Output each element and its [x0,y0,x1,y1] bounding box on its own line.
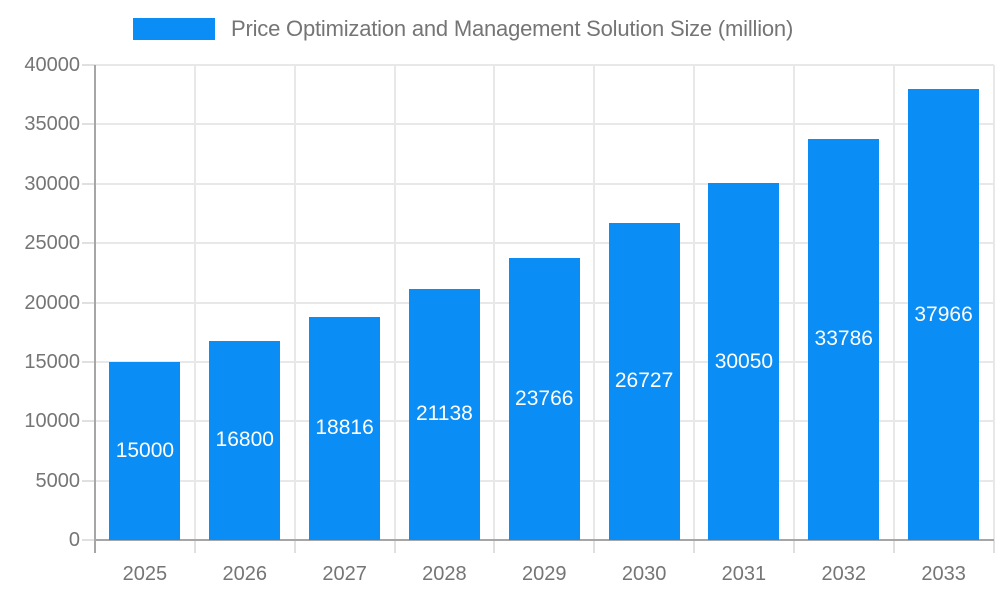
bar[interactable] [209,340,281,540]
v-gridline [992,65,995,540]
y-axis-line [94,65,96,553]
x-tick [493,540,496,553]
x-tick-label: 2027 [322,563,367,585]
x-axis-line [95,539,994,541]
bar-value-label: 15000 [115,438,175,462]
y-tick-label: 40000 [24,54,80,76]
v-gridline [293,65,296,540]
v-gridline [693,65,695,540]
y-tick-label: 25000 [24,232,80,255]
y-tick [82,539,95,541]
y-tick [82,301,95,304]
bar-value-label: 26727 [614,369,674,393]
legend-swatch [133,18,215,40]
y-tick [82,479,95,482]
x-tick-label: 2030 [621,563,667,585]
bar[interactable] [408,288,480,540]
v-gridline [792,65,795,540]
x-tick [792,540,795,553]
y-tick-label: 0 [68,529,80,551]
legend-label: Price Optimization and Management Soluti… [231,16,794,41]
x-tick-label: 2032 [821,563,867,585]
v-gridline [593,65,596,540]
x-tick [293,540,296,553]
x-tick-label: 2025 [122,563,168,585]
legend-item[interactable]: Price Optimization and Management Soluti… [133,16,793,42]
y-tick-label: 15000 [24,350,80,373]
bar[interactable] [508,257,580,540]
bar[interactable] [608,222,680,540]
x-tick [193,540,196,553]
h-gridline [95,182,994,185]
y-tick-label: 35000 [24,113,80,136]
bar[interactable] [309,316,381,540]
bar[interactable] [109,361,181,540]
bar[interactable] [908,89,980,540]
x-tick [992,540,995,553]
y-tick [82,242,95,245]
v-gridline [493,65,496,540]
bar-value-label: 16800 [215,428,274,452]
bar[interactable] [808,138,880,540]
bar-value-label: 23766 [515,386,574,410]
h-gridline [95,64,994,66]
y-tick-label: 30000 [24,172,80,195]
x-tick-label: 2026 [222,563,268,585]
bar-value-label: 37966 [914,302,973,326]
bar-value-label: 33786 [814,327,873,351]
v-gridline [393,65,396,540]
x-tick-label: 2033 [921,563,966,585]
y-tick-label: 20000 [24,291,80,314]
h-gridline [95,242,994,245]
x-tick [593,540,596,553]
y-tick [82,123,95,126]
x-tick-label: 2031 [721,563,767,585]
y-tick [82,420,95,423]
x-tick [892,540,895,553]
y-tick [82,182,95,185]
y-tick-label: 5000 [35,469,81,492]
x-tick-label: 2028 [422,563,467,585]
y-tick [82,64,95,66]
x-tick [393,540,396,553]
v-gridline [193,65,196,540]
h-gridline [95,123,994,126]
bar-value-label: 18816 [315,416,374,440]
bar-value-label: 21138 [415,402,473,426]
v-gridline [892,65,895,540]
bar-value-label: 30050 [714,349,774,373]
bar[interactable] [708,183,780,540]
y-tick-label: 10000 [24,410,80,433]
x-tick-label: 2029 [522,563,567,585]
x-tick [693,540,695,553]
y-tick [82,360,95,363]
